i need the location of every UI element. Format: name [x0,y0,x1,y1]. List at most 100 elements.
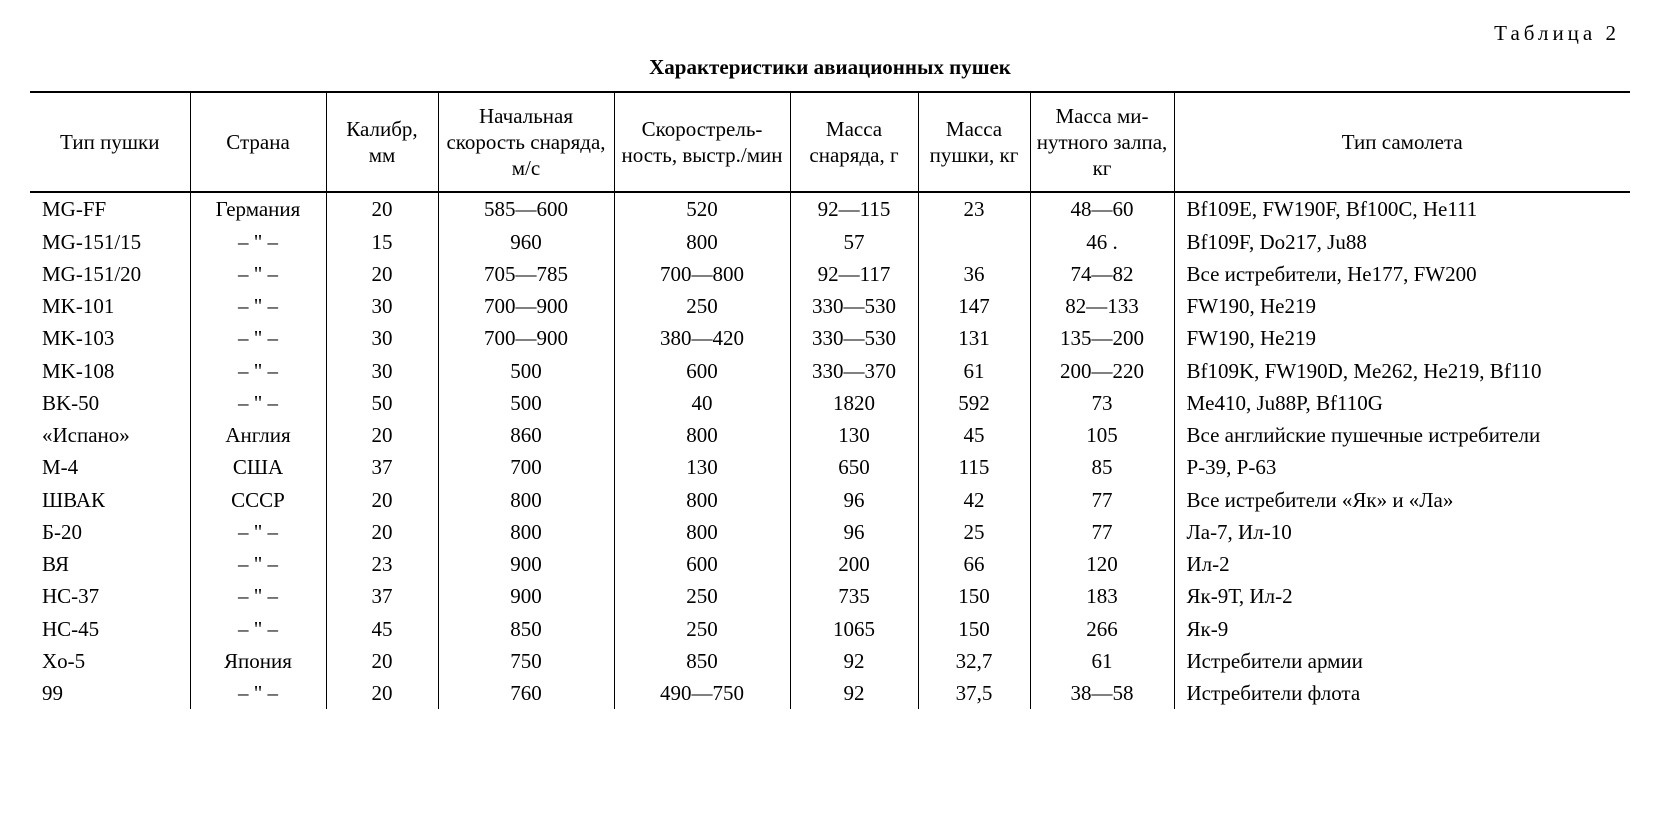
table-cell: НС-45 [30,613,190,645]
table-cell: 38—58 [1030,677,1174,709]
table-cell: 20 [326,258,438,290]
table-cell: 183 [1030,580,1174,612]
table-cell: 130 [790,419,918,451]
table-cell: 500 [438,355,614,387]
table-cell: 42 [918,484,1030,516]
table-cell: 650 [790,451,918,483]
table-cell: Як-9Т, Ил-2 [1174,580,1630,612]
table-cell: 61 [1030,645,1174,677]
table-cell: 330—530 [790,290,918,322]
table-cell: 25 [918,516,1030,548]
table-cell: – " – [190,548,326,580]
table-cell: 592 [918,387,1030,419]
table-cell: 20 [326,192,438,225]
table-cell: MK-103 [30,322,190,354]
table-cell: 115 [918,451,1030,483]
table-cell: 330—370 [790,355,918,387]
table-row: ВЯ– " –2390060020066120Ил-2 [30,548,1630,580]
col-header: Тип самолета [1174,92,1630,193]
table-cell: 200 [790,548,918,580]
aviation-guns-table: Тип пушки Страна Калибр, мм Начальная ск… [30,91,1630,710]
table-cell: – " – [190,226,326,258]
table-cell: – " – [190,258,326,290]
table-cell: 82—133 [1030,290,1174,322]
table-cell: 45 [326,613,438,645]
table-cell: 960 [438,226,614,258]
table-cell: 800 [614,419,790,451]
table-cell: 32,7 [918,645,1030,677]
table-cell: ВЯ [30,548,190,580]
table-cell: 15 [326,226,438,258]
table-cell: 77 [1030,516,1174,548]
table-cell: 850 [438,613,614,645]
table-cell: Истребители флота [1174,677,1630,709]
table-cell: 850 [614,645,790,677]
table-cell: MG-151/15 [30,226,190,258]
table-cell: 250 [614,613,790,645]
col-header: Масса ми­нутного залпа, кг [1030,92,1174,193]
table-cell: 37,5 [918,677,1030,709]
table-cell: – " – [190,322,326,354]
table-cell: 150 [918,580,1030,612]
table-cell: Ла-7, Ил-10 [1174,516,1630,548]
table-cell: 266 [1030,613,1174,645]
table-cell: 99 [30,677,190,709]
table-cell: 147 [918,290,1030,322]
table-cell: P-39, P-63 [1174,451,1630,483]
table-row: M-4США3770013065011585P-39, P-63 [30,451,1630,483]
table-cell: Як-9 [1174,613,1630,645]
col-header: Скорострель­ность, выстр./мин [614,92,790,193]
table-cell: ШВАК [30,484,190,516]
table-row: Xo-5Япония207508509232,761Истребители ар… [30,645,1630,677]
table-cell: 330—530 [790,322,918,354]
table-cell: 900 [438,580,614,612]
table-cell: 800 [614,226,790,258]
table-cell: Германия [190,192,326,225]
table-cell: MG-FF [30,192,190,225]
table-cell: 105 [1030,419,1174,451]
table-cell: Bf109F, Do217, Ju88 [1174,226,1630,258]
table-cell: Bf109E, FW190F, Bf100C, He111 [1174,192,1630,225]
table-cell: 92 [790,645,918,677]
table-cell: 20 [326,484,438,516]
table-cell: 800 [614,484,790,516]
table-row: BK-50– " –5050040182059273Me410, Ju88P, … [30,387,1630,419]
table-cell: 500 [438,387,614,419]
col-header: Начальная скорость снаряда, м/с [438,92,614,193]
table-row: Б-20– " –20800800962577Ла-7, Ил-10 [30,516,1630,548]
table-cell: Япония [190,645,326,677]
table-title: Характеристики авиационных пушек [30,54,1630,80]
table-row: ШВАКСССР20800800964277Все истребители «Я… [30,484,1630,516]
table-cell: 135—200 [1030,322,1174,354]
table-cell: 30 [326,290,438,322]
table-row: MG-FFГермания20585—60052092—1152348—60Bf… [30,192,1630,225]
table-cell: 37 [326,451,438,483]
table-cell: 131 [918,322,1030,354]
table-cell: 1065 [790,613,918,645]
table-cell: 120 [1030,548,1174,580]
table-cell: – " – [190,355,326,387]
table-cell: MK-108 [30,355,190,387]
table-header-row: Тип пушки Страна Калибр, мм Начальная ск… [30,92,1630,193]
table-cell: Англия [190,419,326,451]
table-cell: 750 [438,645,614,677]
table-cell: 800 [438,516,614,548]
table-cell: 585—600 [438,192,614,225]
table-cell: M-4 [30,451,190,483]
table-cell: 92—117 [790,258,918,290]
table-cell: 600 [614,355,790,387]
table-cell: 800 [614,516,790,548]
table-cell: Ил-2 [1174,548,1630,580]
table-cell: – " – [190,387,326,419]
table-cell: 130 [614,451,790,483]
table-cell: Bf109K, FW190D, Me262, He219, Bf110 [1174,355,1630,387]
table-cell: 520 [614,192,790,225]
table-cell: 40 [614,387,790,419]
table-row: MK-101– " –30700—900250330—53014782—133F… [30,290,1630,322]
table-cell: 250 [614,580,790,612]
table-cell: Xo-5 [30,645,190,677]
table-cell: США [190,451,326,483]
table-cell: 57 [790,226,918,258]
table-cell: 700 [438,451,614,483]
table-cell: 760 [438,677,614,709]
